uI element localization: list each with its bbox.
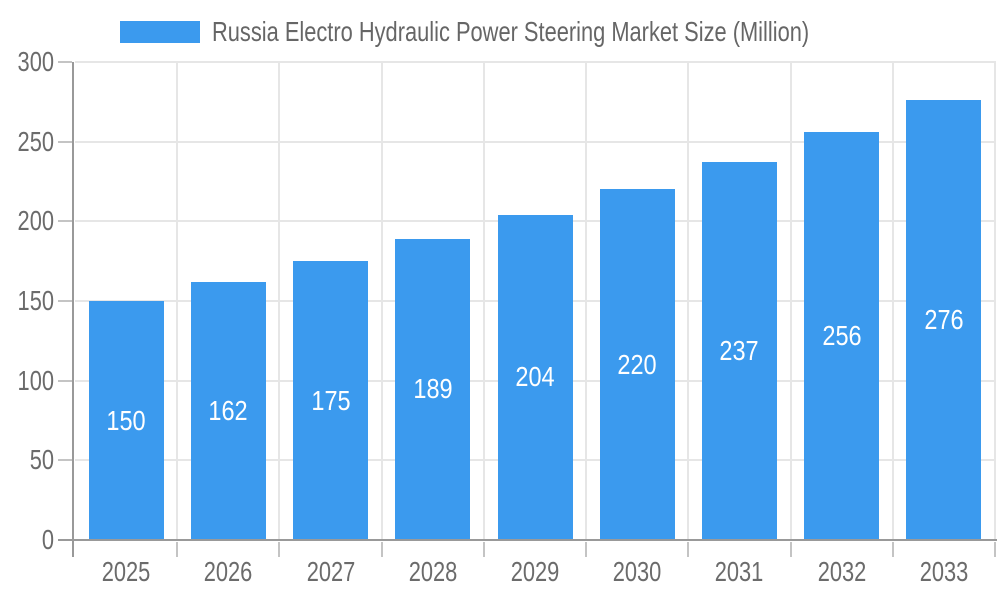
bar-value-label: 220 xyxy=(617,348,657,380)
x-axis-tick xyxy=(176,542,179,557)
x-tick-label: 2033 xyxy=(919,556,969,587)
vertical-gridline xyxy=(380,62,383,540)
vertical-gridline xyxy=(789,62,792,540)
bar[interactable] xyxy=(906,100,982,540)
x-tick-label: 2029 xyxy=(510,556,560,587)
bar[interactable] xyxy=(190,281,266,540)
y-axis-tick xyxy=(58,61,72,63)
bar-value-label: 276 xyxy=(924,304,964,336)
x-tick-label: 2032 xyxy=(817,556,866,587)
bar[interactable] xyxy=(395,238,471,540)
vertical-gridline xyxy=(891,62,894,540)
y-axis-tick xyxy=(58,300,72,302)
y-axis-tick xyxy=(58,459,72,462)
x-axis-tick xyxy=(585,542,588,557)
x-axis-tick xyxy=(687,542,690,557)
horizontal-gridline xyxy=(75,140,996,143)
bar[interactable] xyxy=(497,214,573,540)
x-axis-tick xyxy=(789,542,792,557)
x-tick-label: 2026 xyxy=(204,556,253,587)
bar-value-label: 162 xyxy=(208,394,248,426)
y-tick-label: 100 xyxy=(17,364,54,396)
vertical-gridline xyxy=(482,62,485,540)
bar-value-label: 150 xyxy=(106,404,146,436)
x-axis-line xyxy=(58,539,997,541)
bar[interactable] xyxy=(804,132,880,540)
x-tick-label: 2030 xyxy=(612,556,662,587)
bar-value-label: 237 xyxy=(719,335,760,367)
bar-value-label: 189 xyxy=(413,373,453,405)
x-axis-tick xyxy=(380,542,383,557)
y-tick-label: 0 xyxy=(41,524,54,555)
x-tick-label: 2031 xyxy=(715,556,764,587)
y-tick-label: 250 xyxy=(17,125,54,157)
chart-legend[interactable]: Russia Electro Hydraulic Power Steering … xyxy=(120,10,978,54)
bar[interactable] xyxy=(293,261,369,540)
vertical-gridline xyxy=(176,62,179,540)
x-tick-label: 2028 xyxy=(408,556,458,587)
legend-label: Russia Electro Hydraulic Power Steering … xyxy=(212,16,810,47)
legend-swatch xyxy=(120,21,200,43)
x-axis-tick xyxy=(482,542,485,557)
bar[interactable] xyxy=(599,189,675,540)
x-tick-label: 2027 xyxy=(306,556,355,587)
y-axis-line xyxy=(72,62,74,557)
y-tick-label: 200 xyxy=(17,205,54,237)
x-axis-tick xyxy=(994,542,996,557)
bar-value-label: 256 xyxy=(822,320,862,352)
y-tick-label: 150 xyxy=(17,285,54,316)
x-axis-tick xyxy=(278,542,281,557)
y-tick-label: 50 xyxy=(29,444,54,476)
vertical-gridline xyxy=(278,62,281,540)
bar-value-label: 204 xyxy=(515,361,555,393)
horizontal-gridline xyxy=(75,61,996,63)
y-axis-tick xyxy=(58,379,72,382)
x-tick-label: 2025 xyxy=(101,556,151,587)
bar[interactable] xyxy=(701,162,777,540)
y-tick-label: 300 xyxy=(17,46,54,77)
vertical-gridline xyxy=(585,62,588,540)
vertical-gridline xyxy=(994,62,996,540)
bar-value-label: 175 xyxy=(310,384,351,416)
bar[interactable] xyxy=(88,301,164,540)
y-axis-tick xyxy=(58,140,72,143)
vertical-gridline xyxy=(687,62,690,540)
x-axis-tick xyxy=(891,542,894,557)
y-axis-tick xyxy=(58,220,72,223)
